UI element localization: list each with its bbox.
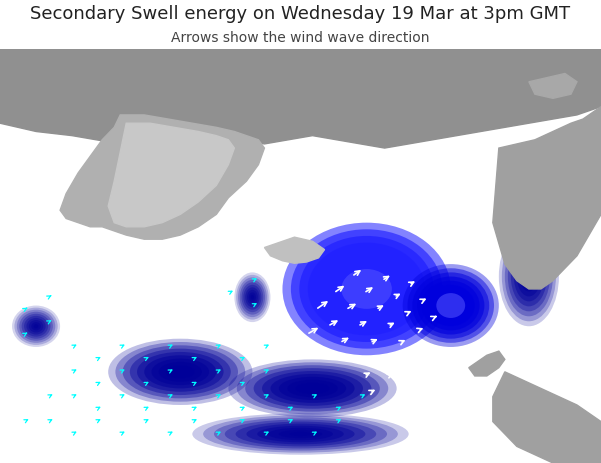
Ellipse shape [234, 272, 270, 322]
Ellipse shape [251, 295, 254, 300]
Ellipse shape [237, 363, 388, 414]
Polygon shape [60, 115, 264, 239]
Ellipse shape [240, 280, 265, 315]
Ellipse shape [325, 256, 409, 322]
Polygon shape [264, 237, 325, 263]
Ellipse shape [243, 285, 261, 310]
Ellipse shape [26, 318, 46, 335]
Ellipse shape [19, 312, 53, 341]
Ellipse shape [34, 324, 38, 328]
Ellipse shape [245, 365, 380, 412]
Ellipse shape [520, 262, 538, 291]
Text: Arrows show the wind wave direction: Arrows show the wind wave direction [171, 31, 430, 45]
Ellipse shape [115, 342, 245, 402]
Ellipse shape [29, 320, 43, 332]
Ellipse shape [308, 243, 426, 335]
Ellipse shape [242, 282, 263, 312]
Ellipse shape [517, 257, 541, 296]
Ellipse shape [228, 359, 397, 418]
Ellipse shape [523, 267, 535, 287]
Ellipse shape [166, 365, 195, 378]
Ellipse shape [108, 339, 252, 405]
Ellipse shape [358, 282, 375, 295]
Ellipse shape [249, 292, 256, 302]
Ellipse shape [254, 368, 371, 409]
Ellipse shape [214, 418, 387, 450]
Ellipse shape [123, 345, 238, 398]
Ellipse shape [441, 297, 460, 314]
Ellipse shape [159, 362, 202, 382]
Ellipse shape [412, 272, 489, 339]
Ellipse shape [499, 227, 559, 326]
Ellipse shape [299, 236, 434, 342]
Ellipse shape [333, 263, 400, 315]
Ellipse shape [436, 293, 465, 318]
Ellipse shape [203, 415, 398, 453]
Ellipse shape [238, 277, 267, 317]
Ellipse shape [291, 229, 442, 349]
Polygon shape [529, 74, 577, 98]
Ellipse shape [432, 289, 470, 322]
Ellipse shape [436, 293, 465, 318]
Polygon shape [493, 106, 601, 289]
Ellipse shape [341, 269, 392, 309]
Ellipse shape [12, 306, 60, 347]
Ellipse shape [137, 352, 224, 392]
Ellipse shape [407, 268, 494, 343]
Polygon shape [0, 49, 601, 148]
Ellipse shape [245, 288, 260, 307]
Ellipse shape [287, 380, 338, 397]
Ellipse shape [236, 275, 269, 319]
Ellipse shape [511, 247, 547, 307]
Ellipse shape [514, 252, 544, 301]
Ellipse shape [282, 223, 451, 355]
Ellipse shape [31, 322, 41, 331]
Ellipse shape [290, 432, 311, 436]
Ellipse shape [446, 301, 456, 310]
Ellipse shape [257, 425, 344, 442]
Ellipse shape [173, 369, 188, 375]
Ellipse shape [502, 232, 556, 321]
Ellipse shape [526, 272, 532, 282]
Ellipse shape [279, 377, 346, 400]
Ellipse shape [341, 269, 392, 309]
Ellipse shape [262, 371, 363, 406]
Ellipse shape [304, 386, 321, 391]
Ellipse shape [505, 237, 553, 316]
Ellipse shape [296, 382, 329, 394]
Ellipse shape [350, 275, 383, 302]
Ellipse shape [236, 421, 365, 446]
Ellipse shape [17, 310, 55, 343]
Text: Secondary Swell energy on Wednesday 19 Mar at 3pm GMT: Secondary Swell energy on Wednesday 19 M… [31, 5, 570, 23]
Ellipse shape [422, 281, 480, 331]
Ellipse shape [427, 285, 475, 326]
Polygon shape [108, 123, 234, 227]
Polygon shape [469, 351, 505, 376]
Ellipse shape [279, 430, 322, 438]
Ellipse shape [247, 290, 258, 305]
Ellipse shape [508, 242, 550, 311]
Ellipse shape [225, 419, 376, 449]
Ellipse shape [270, 374, 355, 403]
Ellipse shape [14, 307, 58, 345]
Ellipse shape [268, 428, 333, 440]
Ellipse shape [417, 276, 484, 335]
Ellipse shape [24, 316, 48, 337]
Ellipse shape [130, 349, 231, 395]
Ellipse shape [316, 249, 417, 329]
Ellipse shape [246, 424, 355, 444]
Ellipse shape [403, 264, 499, 347]
Ellipse shape [151, 358, 209, 385]
Ellipse shape [22, 314, 50, 339]
Ellipse shape [192, 413, 409, 455]
Polygon shape [493, 372, 601, 463]
Ellipse shape [144, 355, 216, 388]
